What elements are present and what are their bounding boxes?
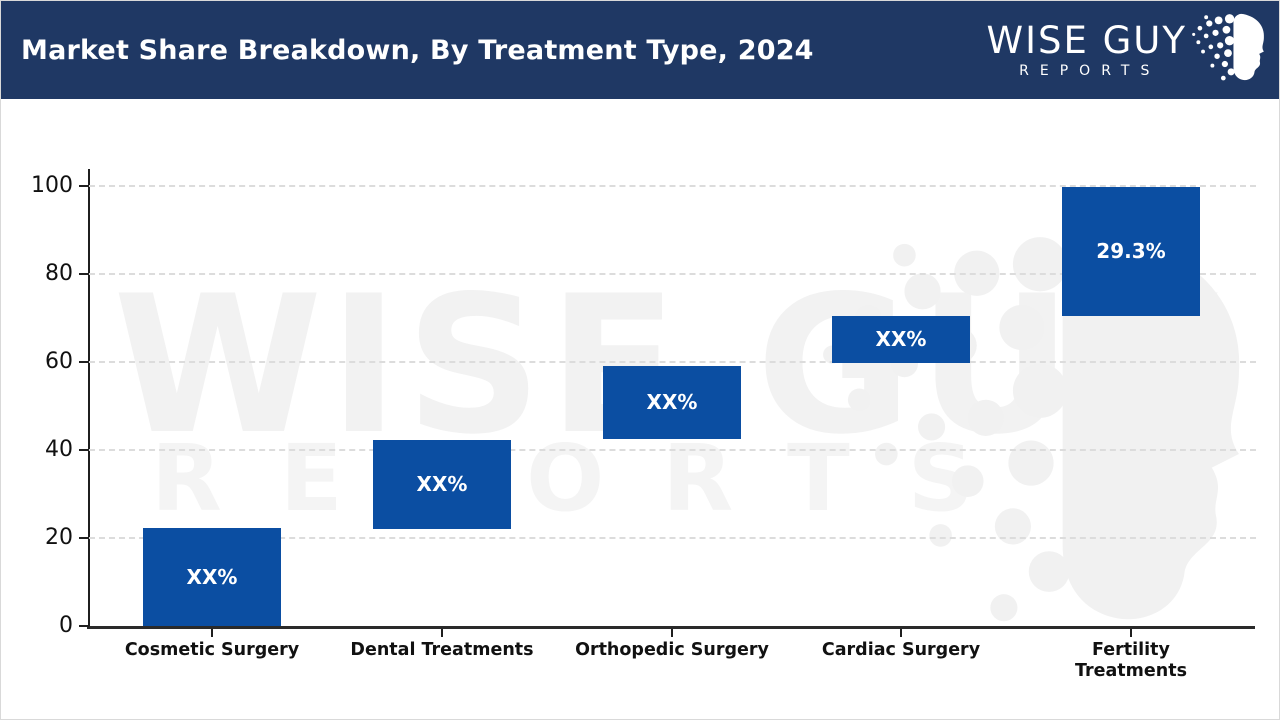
brand-logo-text: WISE GUY REPORTS [987,22,1187,79]
bar-value-label: XX% [875,327,927,352]
y-gridline [89,185,1256,187]
x-axis-line [87,626,1255,629]
y-gridline [89,537,1256,539]
y-gridline [89,449,1256,451]
header-band: Market Share Breakdown, By Treatment Typ… [1,1,1279,99]
x-category-label: Cosmetic Surgery [124,640,300,660]
bar-value-label: XX% [186,564,238,589]
y-axis-line [88,169,90,628]
x-tick-mark [671,629,673,637]
y-tick-label: 80 [45,261,73,286]
x-tick-mark [441,629,443,637]
waterfall-bar: 29.3% [1062,186,1200,316]
y-tick-label: 0 [59,613,73,638]
waterfall-bar: XX% [373,439,511,529]
x-category-label: Cardiac Surgery [821,640,981,660]
brand-name: WISE GUY [986,18,1187,62]
x-category-label: Fertility Treatments [1074,640,1188,681]
watermark-dotted-head-icon [823,235,1240,622]
waterfall-bar: XX% [832,315,970,363]
y-tick-mark [79,537,89,539]
x-tick-mark [211,629,213,637]
x-tick-mark [1130,629,1132,637]
y-gridline [89,273,1256,275]
page-title: Market Share Breakdown, By Treatment Typ… [21,34,814,66]
y-tick-label: 20 [45,525,73,550]
y-tick-mark [79,625,89,627]
y-tick-label: 60 [45,349,73,374]
y-gridline [89,361,1256,363]
y-tick-mark [79,449,89,451]
bar-value-label: 29.3% [1096,239,1166,264]
bar-value-label: XX% [416,472,468,497]
watermark-subtext: REPORTS [151,425,1033,532]
x-category-label: Dental Treatments [350,640,534,660]
brand-subname: REPORTS [1019,62,1161,79]
bar-value-label: XX% [646,390,698,415]
y-tick-label: 40 [45,437,73,462]
x-tick-mark [900,629,902,637]
waterfall-bar: XX% [603,365,741,439]
brand-logo: WISE GUY REPORTS [987,1,1267,99]
y-tick-mark [79,185,89,187]
waterfall-bar: XX% [143,527,281,626]
y-tick-mark [79,361,89,363]
y-tick-label: 100 [31,173,73,198]
y-tick-mark [79,273,89,275]
x-category-label: Orthopedic Surgery [575,640,769,660]
dotted-head-icon [1192,13,1264,81]
